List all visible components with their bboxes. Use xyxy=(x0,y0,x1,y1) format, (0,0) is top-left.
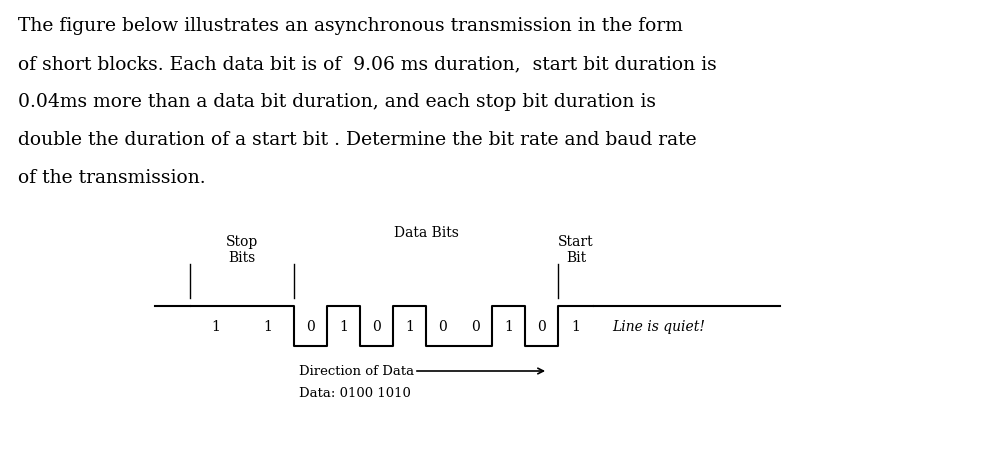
Text: of short blocks. Each data bit is of  9.06 ms duration,  start bit duration is: of short blocks. Each data bit is of 9.0… xyxy=(18,55,717,73)
Text: of the transmission.: of the transmission. xyxy=(18,169,206,187)
Text: 1: 1 xyxy=(405,319,414,333)
Text: 0: 0 xyxy=(372,319,381,333)
Text: 0: 0 xyxy=(439,319,446,333)
Text: 1: 1 xyxy=(212,319,221,333)
Text: 0: 0 xyxy=(306,319,315,333)
Text: double the duration of a start bit . Determine the bit rate and baud rate: double the duration of a start bit . Det… xyxy=(18,131,697,149)
Text: 1: 1 xyxy=(339,319,347,333)
Text: 0: 0 xyxy=(471,319,480,333)
Text: 0: 0 xyxy=(538,319,545,333)
Text: 0.04ms more than a data bit duration, and each stop bit duration is: 0.04ms more than a data bit duration, an… xyxy=(18,93,656,111)
Text: Data Bits: Data Bits xyxy=(394,226,458,239)
Text: Start
Bit: Start Bit xyxy=(558,234,594,264)
Text: Line is quiet!: Line is quiet! xyxy=(612,319,705,333)
Text: 1: 1 xyxy=(571,319,580,333)
Text: Direction of Data: Direction of Data xyxy=(299,365,414,377)
Text: The figure below illustrates an asynchronous transmission in the form: The figure below illustrates an asynchro… xyxy=(18,17,683,35)
Text: Stop
Bits: Stop Bits xyxy=(226,234,258,264)
Text: 1: 1 xyxy=(504,319,513,333)
Text: Data: 0100 1010: Data: 0100 1010 xyxy=(299,387,411,400)
Text: 1: 1 xyxy=(263,319,272,333)
